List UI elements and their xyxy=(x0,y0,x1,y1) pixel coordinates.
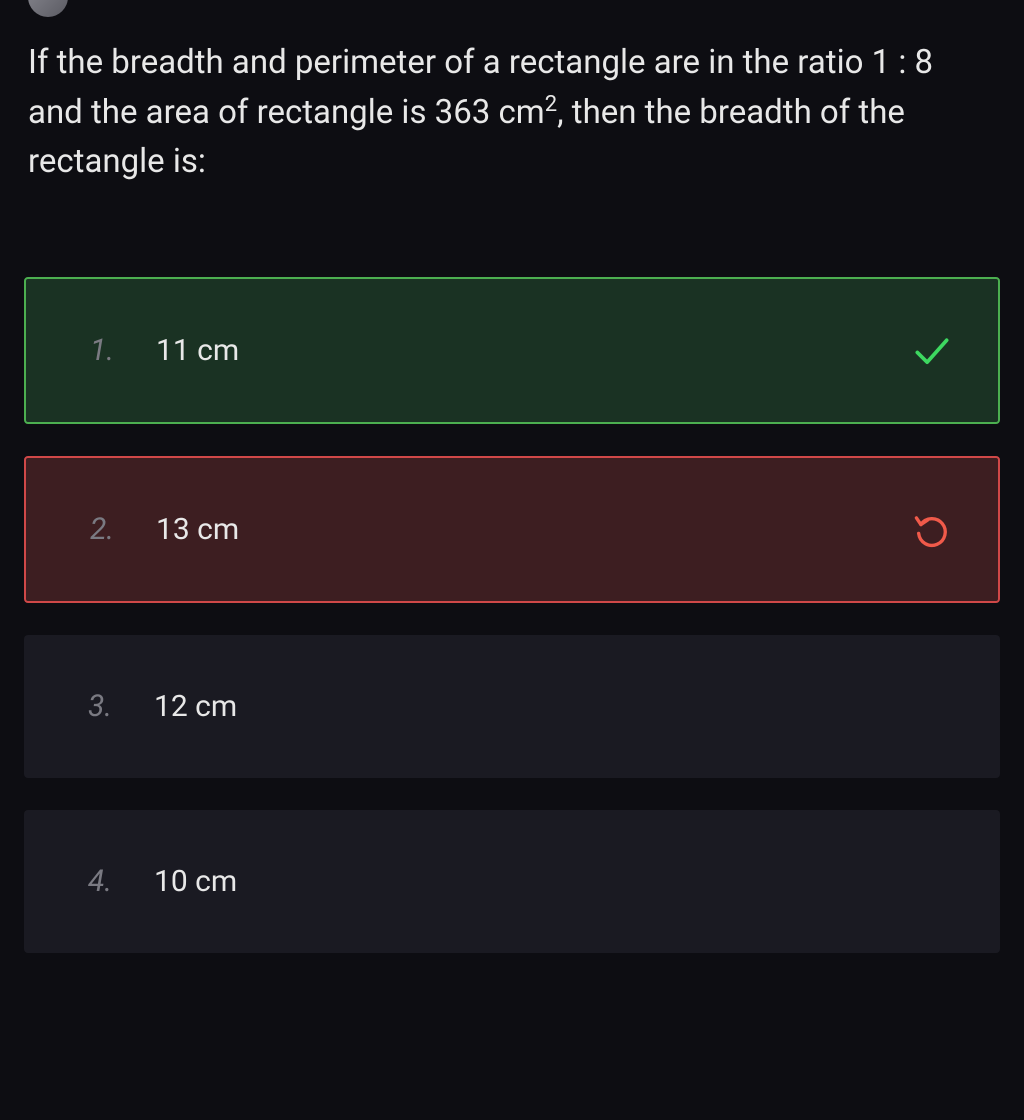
options-container: 1. 11 cm 2. 13 cm 3. 12 cm 4. 10 cm xyxy=(0,217,1024,977)
option-text: 12 cm xyxy=(154,689,960,724)
option-3[interactable]: 3. 12 cm xyxy=(24,635,1000,778)
option-1[interactable]: 1. 11 cm xyxy=(24,277,1000,424)
option-number: 2. xyxy=(90,512,118,547)
option-4[interactable]: 4. 10 cm xyxy=(24,810,1000,953)
option-text: 10 cm xyxy=(154,864,960,899)
question-block: If the breadth and perimeter of a rectan… xyxy=(0,28,1024,217)
check-icon xyxy=(910,328,954,372)
option-text: 11 cm xyxy=(156,333,958,368)
undo-icon[interactable] xyxy=(910,507,954,551)
option-number: 4. xyxy=(88,864,116,899)
option-2[interactable]: 2. 13 cm xyxy=(24,456,1000,603)
option-number: 3. xyxy=(88,689,116,724)
option-number: 1. xyxy=(90,333,118,368)
option-text: 13 cm xyxy=(156,512,958,547)
avatar xyxy=(28,0,68,17)
question-superscript: 2 xyxy=(545,92,557,117)
question-text: If the breadth and perimeter of a rectan… xyxy=(28,38,996,187)
